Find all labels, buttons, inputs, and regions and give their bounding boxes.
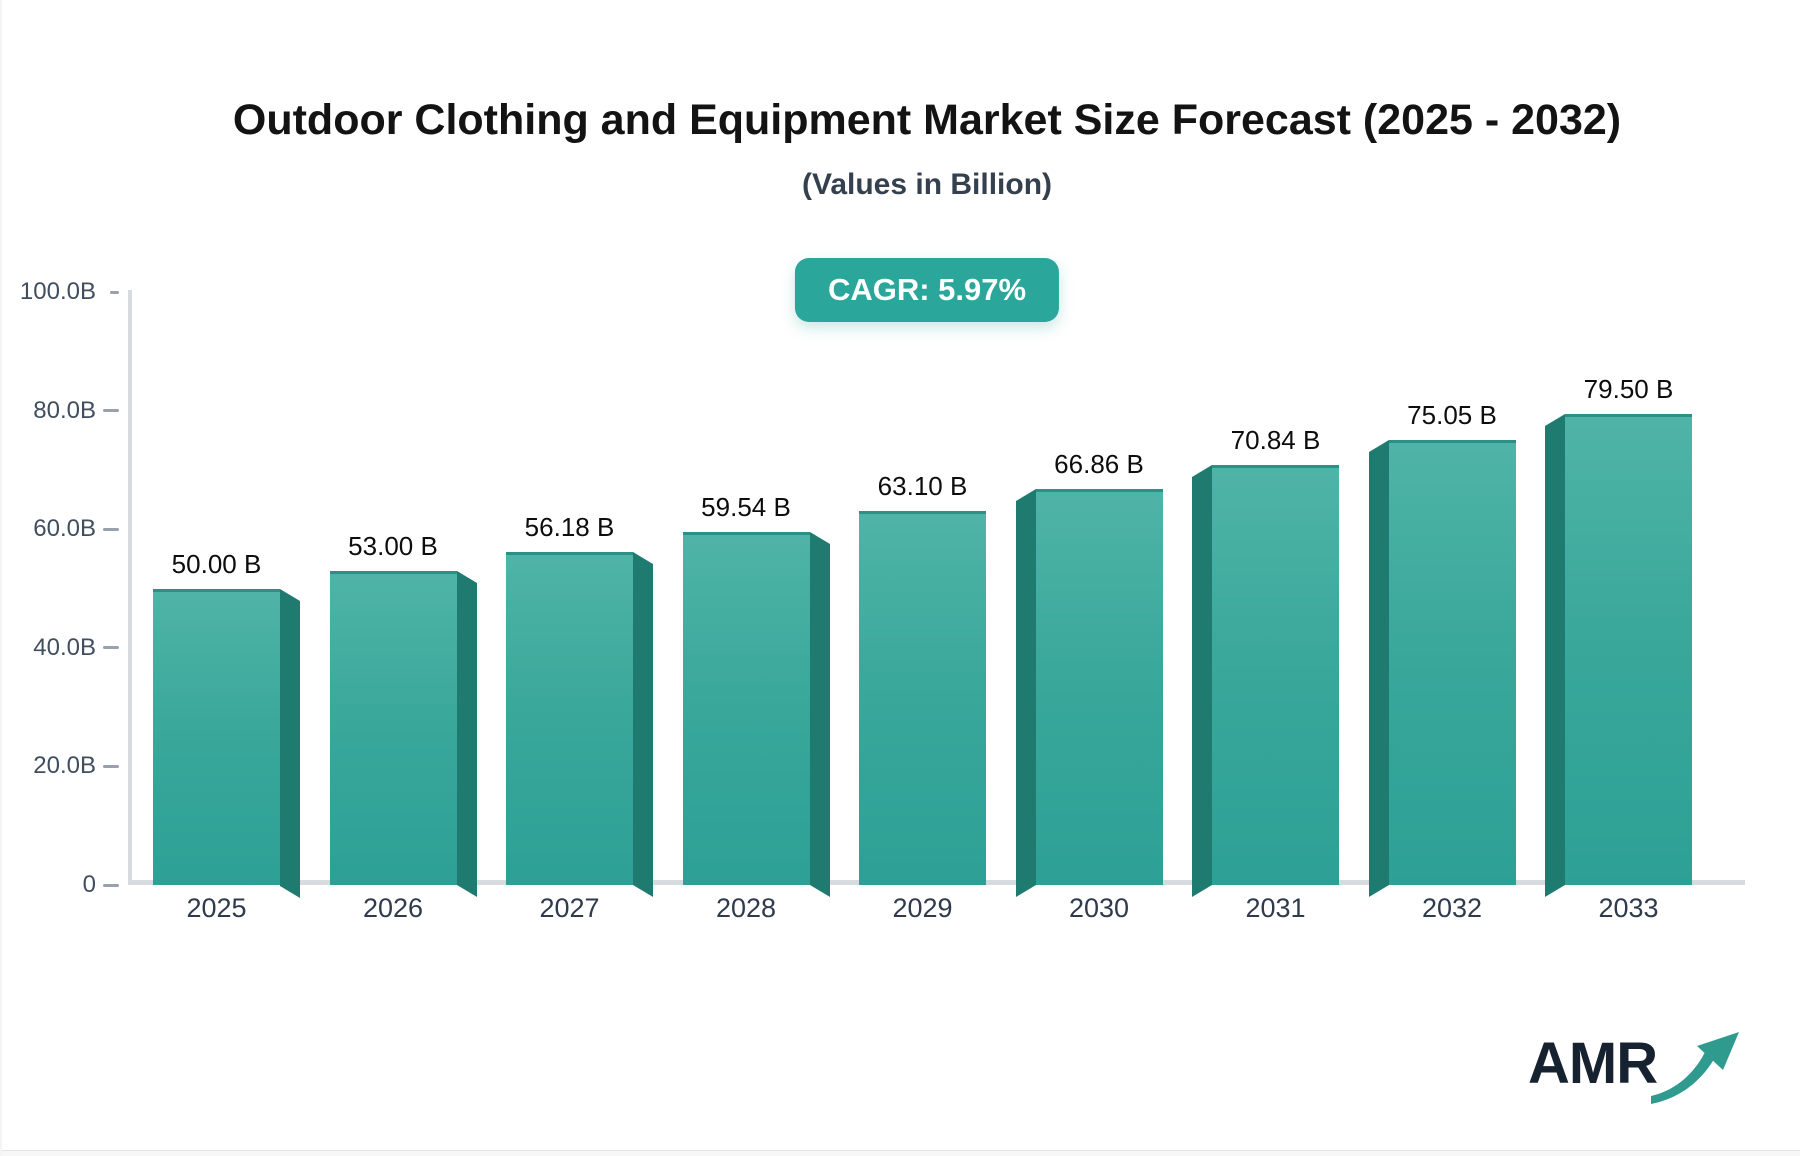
bar-value-label: 50.00 B — [171, 548, 262, 579]
bar-value-label: 79.50 B — [1583, 373, 1674, 404]
x-axis-label: 2027 — [539, 893, 600, 923]
x-axis-label: 2033 — [1598, 893, 1659, 923]
bar-value-label: 63.10 B — [877, 470, 968, 501]
bar-2031 — [1212, 464, 1339, 885]
bar-2027 — [506, 551, 633, 885]
x-axis-label: 2031 — [1245, 893, 1306, 923]
bar-2028 — [682, 531, 810, 885]
bar-side-face-2025 — [280, 588, 300, 898]
amr-logo: AMR — [1528, 1032, 1747, 1110]
y-axis-label: 0 — [82, 871, 96, 898]
y-tick-mark — [103, 646, 119, 650]
bar-value-label: 59.54 B — [701, 491, 791, 522]
y-axis-label: 20.0B — [33, 752, 96, 780]
card-bottom-edge — [0, 1150, 1800, 1156]
bar-side-face-2026 — [456, 570, 477, 898]
y-axis-label: 40.0B — [33, 633, 96, 661]
x-axis-label: 2025 — [186, 893, 247, 923]
bar-side-face-2027 — [633, 551, 653, 898]
cagr-badge: CAGR: 5.97% — [794, 258, 1060, 322]
bar-value-label: 66.86 B — [1054, 448, 1144, 479]
bar-2032 — [1388, 439, 1516, 885]
y-axis-label: 60.0B — [33, 515, 96, 543]
y-tick-mark — [110, 290, 119, 294]
x-axis-label: 2029 — [892, 893, 953, 923]
x-axis-label: 2026 — [362, 893, 424, 923]
y-tick-mark — [103, 883, 119, 887]
bar-value-label: 56.18 B — [524, 511, 615, 542]
page-title: Outdoor Clothing and Equipment Market Si… — [232, 96, 1622, 144]
bar-2030 — [1035, 488, 1163, 885]
growth-arrow-icon — [1651, 1032, 1740, 1104]
y-axis-label: 80.0B — [33, 396, 96, 424]
y-tick-mark — [103, 764, 119, 768]
y-tick-mark — [103, 409, 119, 413]
bar-2025 — [153, 588, 280, 885]
bar-2033 — [1565, 413, 1692, 885]
bar-side-face-2033 — [1545, 413, 1565, 898]
y-axis-label: 100.0B — [19, 278, 96, 305]
bar-side-face-2030 — [1015, 488, 1036, 898]
card-left-edge — [0, 0, 2, 1156]
x-axis-label: 2030 — [1068, 893, 1130, 923]
bar-side-face-2031 — [1192, 464, 1212, 898]
amr-logo-text: AMR — [1528, 1031, 1658, 1096]
bar-value-label: 70.84 B — [1230, 424, 1321, 455]
bar-value-label: 75.05 B — [1407, 399, 1497, 430]
y-axis-line — [128, 290, 132, 885]
bar-side-face-2032 — [1368, 439, 1389, 898]
bar-side-face-2028 — [809, 531, 830, 898]
bar-2026 — [329, 570, 457, 885]
x-axis-label: 2028 — [715, 893, 777, 923]
bar-2029 — [859, 510, 986, 885]
chart-subtitle: (Values in Billion) — [801, 168, 1053, 201]
bar-value-label: 53.00 B — [348, 530, 438, 561]
y-tick-mark — [103, 527, 119, 531]
x-axis-label: 2032 — [1421, 893, 1483, 923]
